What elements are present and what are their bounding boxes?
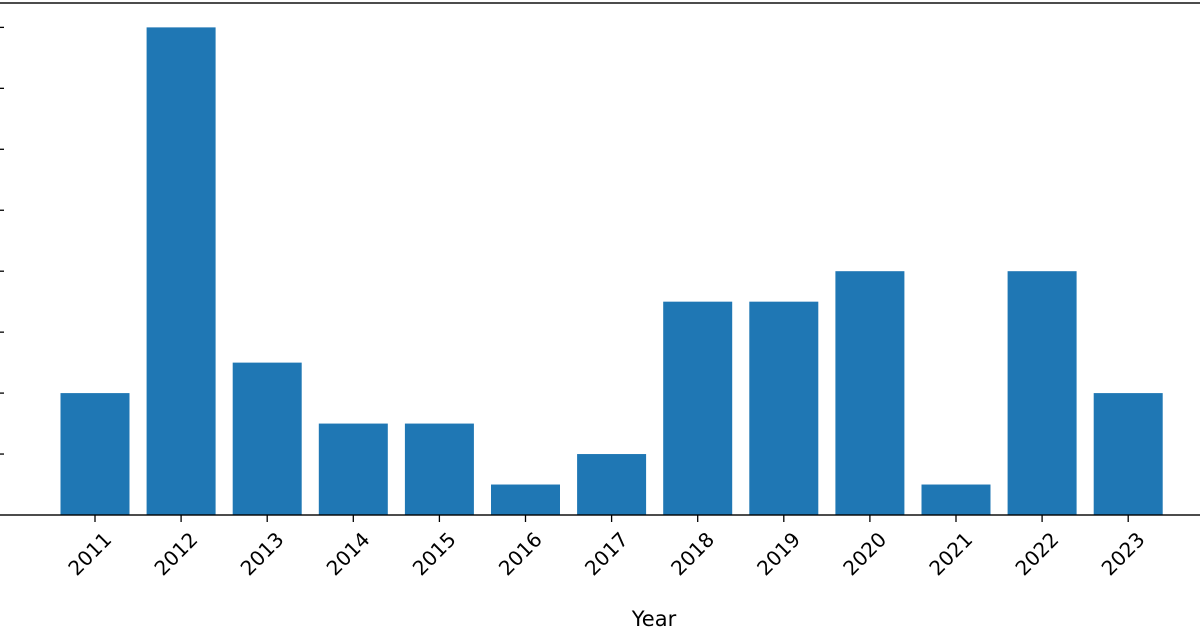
- bar-2013: [232, 362, 302, 515]
- plot-frame: [0, 2, 1200, 516]
- x-tick-label-2017: 2017: [580, 527, 633, 580]
- x-tick-label-2011: 2011: [63, 527, 116, 580]
- bar-2014: [318, 423, 388, 515]
- bar-2019: [749, 301, 819, 515]
- bar-2016: [491, 484, 560, 515]
- bar-2021: [921, 484, 991, 515]
- x-tick-label-2018: 2018: [666, 527, 719, 580]
- x-axis-ticks: [94, 515, 1129, 522]
- bar-2018: [663, 301, 733, 515]
- bar-series: [60, 27, 1163, 516]
- x-tick-label-2020: 2020: [838, 527, 891, 580]
- x-tick-label-2021: 2021: [924, 527, 977, 580]
- bar-2012: [146, 27, 216, 516]
- x-tick-label-2022: 2022: [1010, 527, 1063, 580]
- bar-2022: [1007, 271, 1077, 515]
- x-tick-label-2016: 2016: [494, 527, 547, 580]
- x-tick-label-2012: 2012: [149, 527, 202, 580]
- bar-2023: [1093, 393, 1163, 515]
- x-tick-label-2014: 2014: [322, 527, 375, 580]
- x-tick-label-2023: 2023: [1097, 527, 1150, 580]
- x-tick-label-2019: 2019: [752, 527, 805, 580]
- x-tick-label-2015: 2015: [408, 527, 461, 580]
- x-tick-label-2013: 2013: [236, 527, 289, 580]
- x-axis-label: Year: [631, 607, 677, 630]
- bar-2017: [577, 454, 647, 515]
- bar-2020: [835, 271, 905, 515]
- bar-2011: [60, 393, 130, 515]
- y-axis-ticks: [0, 26, 4, 455]
- bar-2015: [404, 423, 474, 515]
- x-axis-tick-labels: 2011 2012 2013 2014 2015 2016 2017 2018 2019 2020…: [63, 527, 1150, 580]
